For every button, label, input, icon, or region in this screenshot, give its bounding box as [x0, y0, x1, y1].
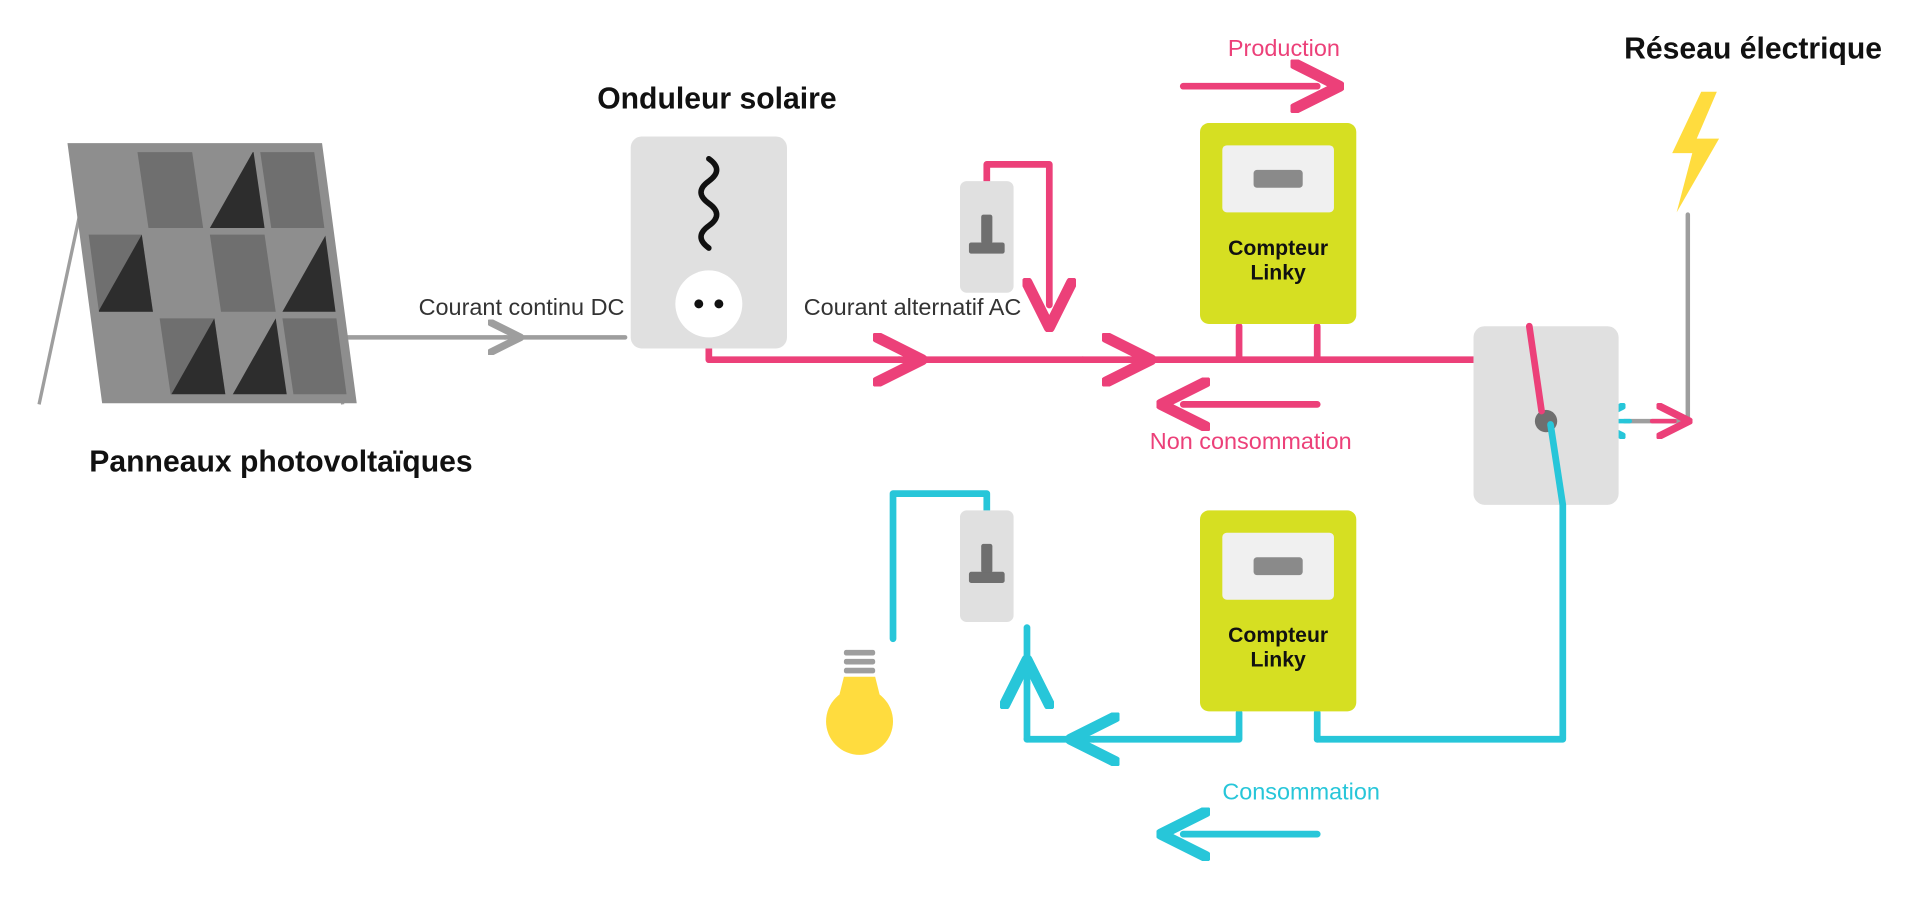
linky-label: Linky: [1250, 261, 1306, 284]
inverter-icon: [631, 136, 787, 348]
breaker-top-icon: [960, 181, 1014, 293]
junction-box-icon: [1473, 326, 1618, 505]
linky-meter-consumption-icon: CompteurLinky: [1200, 510, 1356, 711]
breaker-bottom-icon: [960, 510, 1014, 622]
linky-label: Compteur: [1228, 624, 1328, 647]
panels-label: Panneaux photovoltaïques: [89, 445, 472, 478]
inverter-label: Onduleur solaire: [597, 83, 836, 116]
lightbulb-icon: [826, 650, 893, 755]
consumption-label: Consommation: [1222, 779, 1380, 805]
solar-panels-icon: [39, 148, 352, 405]
dc-label: Courant continu DC: [419, 294, 625, 320]
ac-label: Courant alternatif AC: [804, 294, 1022, 320]
linky-label: Compteur: [1228, 237, 1328, 260]
linky-meter-production-icon: CompteurLinky: [1200, 123, 1356, 324]
linky-label: Linky: [1250, 649, 1306, 672]
production-label: Production: [1228, 35, 1340, 61]
grid-bolt-icon: [1672, 92, 1719, 213]
grid-label: Réseau électrique: [1624, 32, 1882, 65]
solar-diagram: CompteurLinky CompteurLinky Panneaux pho…: [0, 0, 1920, 898]
non-consumption-label: Non consommation: [1150, 428, 1352, 454]
